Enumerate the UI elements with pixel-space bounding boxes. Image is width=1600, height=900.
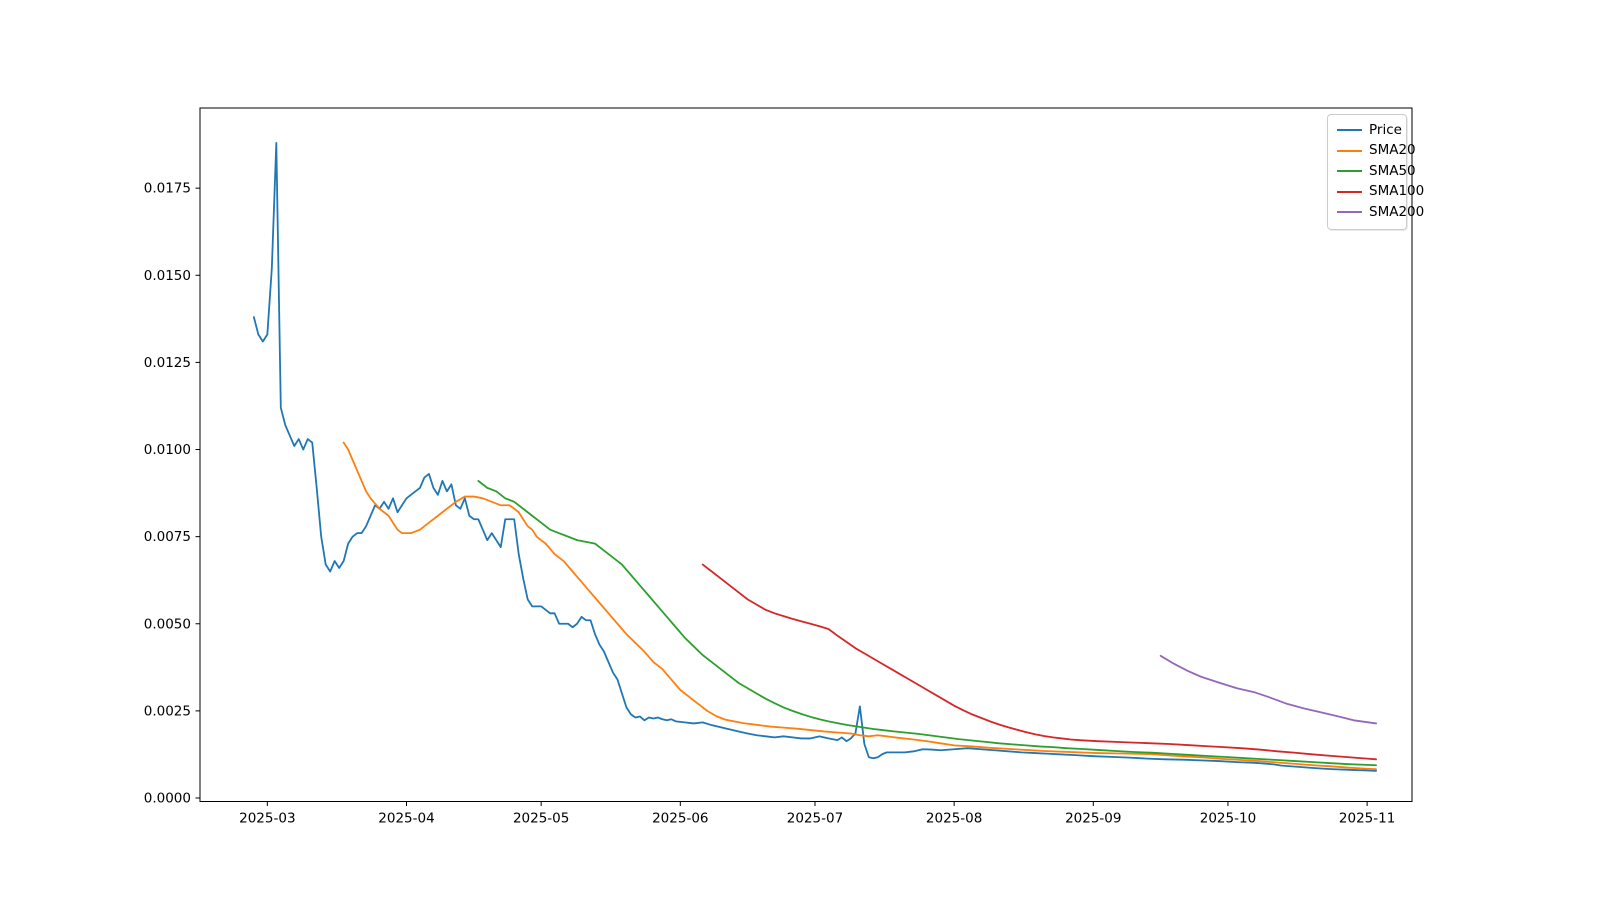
y-axis: 0.0000 0.0025 0.0050 0.0075 0.0100 0.0125 0.01… [144,181,200,807]
legend-line-swatch [1337,190,1362,193]
x-tick-label: 2025-03 [239,811,295,827]
y-tick-label: 0.0100 [144,442,191,458]
y-tick-label: 0.0125 [144,355,191,371]
x-tick-label: 2025-04 [378,811,434,827]
y-tick-label: 0.0075 [144,529,191,545]
x-tick-label: 2025-08 [926,811,982,827]
legend-label: SMA50 [1369,162,1416,179]
sma100-line [701,563,1377,761]
legend-label: SMA20 [1369,142,1416,158]
legend-label: Price [1369,121,1402,138]
sma50-line [477,479,1377,767]
sma200-line [1159,654,1377,725]
x-tick-label: 2025-09 [1065,811,1121,827]
y-tick-label: 0.0175 [144,181,191,197]
legend-line-swatch [1337,211,1362,214]
x-tick-label: 2025-06 [652,811,708,827]
legend-item-price: Price [1337,120,1402,141]
x-axis: 2025-03 2025-04 2025-05 2025-06 2025-07 2025-… [239,801,1395,827]
x-tick-label: 2025-07 [787,811,843,827]
legend-label: SMA200 [1369,203,1425,220]
y-tick-label: 0.0150 [144,268,191,284]
legend-line-swatch [1337,170,1362,173]
y-tick-label: 0.0000 [144,791,191,807]
legend: Price SMA20 SMA50 SMA100 SMA200 [1327,114,1424,230]
x-tick-label: 2025-10 [1200,811,1256,827]
price-line [252,141,1377,772]
sma20-line [342,441,1377,770]
y-tick-label: 0.0050 [144,616,191,632]
legend-line-swatch [1337,149,1362,152]
x-tick-label: 2025-11 [1339,811,1395,827]
legend-item-sma20: SMA20 [1337,141,1416,162]
legend-label: SMA100 [1369,183,1425,199]
x-tick-label: 2025-05 [513,811,569,827]
y-tick-label: 0.0025 [144,703,191,719]
legend-item-sma100: SMA100 [1337,182,1424,203]
axes-frame [199,107,1413,802]
legend-item-sma50: SMA50 [1337,161,1416,182]
legend-line-swatch [1337,129,1362,132]
legend-item-sma200: SMA200 [1337,202,1424,223]
